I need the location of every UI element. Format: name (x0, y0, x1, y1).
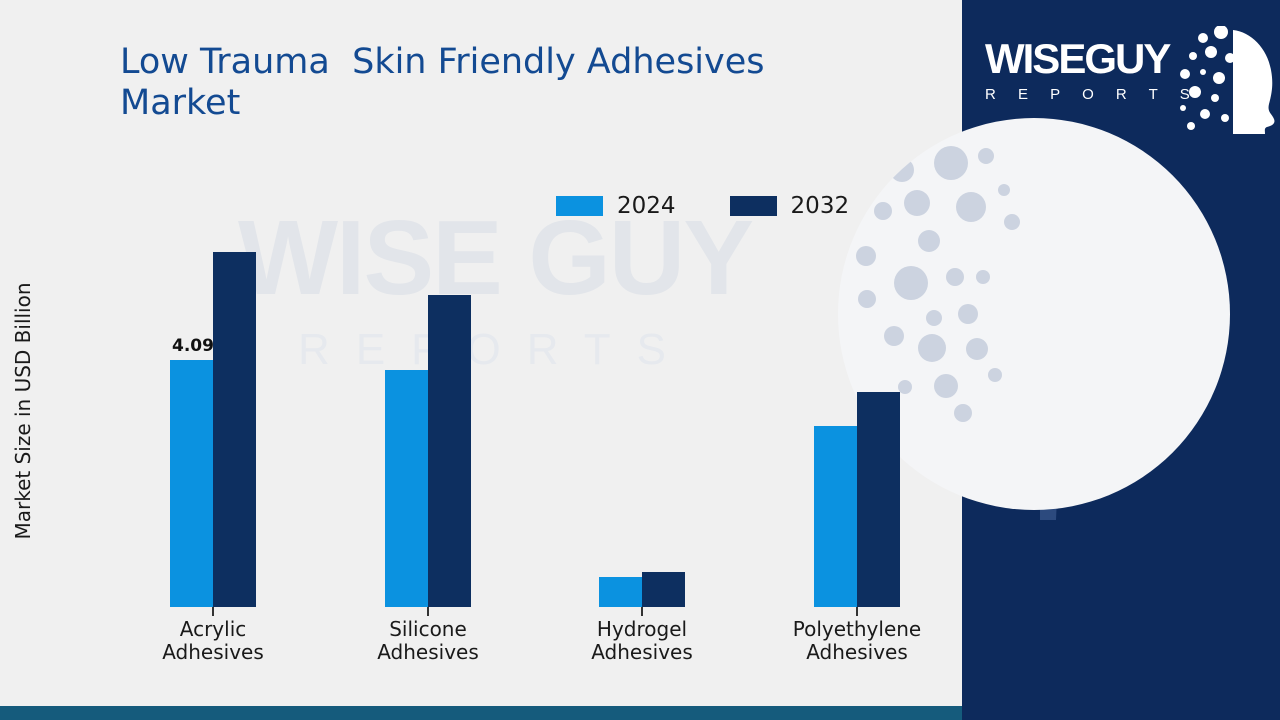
legend-label-2024: 2024 (617, 193, 676, 219)
bar-group-acrylic: 4.09 Acrylic Adhesives (162, 226, 264, 664)
legend-item-2032[interactable]: 2032 (729, 193, 850, 219)
bar-value-2024-acrylic: 4.09 (172, 336, 214, 356)
chart-container: Market Size in USD Billion 2024 2032 4.0… (11, 193, 938, 664)
logo-tagline: R E P O R T S (985, 86, 1199, 103)
chart-legend: 2024 2032 (556, 193, 849, 219)
axis-tick-polyethylene (856, 607, 858, 616)
legend-item-2024[interactable]: 2024 (556, 193, 676, 219)
y-axis-label: Market Size in USD Billion (11, 282, 35, 540)
legend-label-2032: 2032 (790, 193, 850, 219)
category-label-hydrogel: Hydrogel Adhesives (591, 617, 693, 664)
logo-wordmark: WISEGUY (985, 35, 1171, 82)
legend-swatch-2024 (556, 196, 603, 216)
bar-group-hydrogel: Hydrogel Adhesives (591, 226, 693, 664)
axis-tick-silicone (427, 607, 429, 616)
bar-group-silicone: Silicone Adhesives (377, 226, 479, 664)
axis-tick-hydrogel (641, 607, 643, 616)
decorative-dot-cluster (838, 118, 1230, 510)
axis-tick-acrylic (212, 607, 214, 616)
background-left (0, 0, 962, 706)
logo-head-dots-icon (1180, 26, 1275, 134)
page-title: Low Trauma Skin Friendly Adhesives Marke… (120, 42, 765, 124)
chart-plot-area: 4.09 Acrylic Adhesives Silicone Adhesive… (98, 226, 938, 664)
bar-2032-acrylic[interactable] (213, 252, 256, 607)
bar-2024-acrylic[interactable] (170, 360, 213, 607)
bar-2032-silicone[interactable] (428, 295, 471, 607)
bar-2024-polyethylene[interactable] (814, 426, 857, 607)
bar-2032-hydrogel[interactable] (642, 572, 685, 607)
bar-2024-silicone[interactable] (385, 370, 428, 607)
bar-2032-polyethylene[interactable] (857, 392, 900, 607)
decorative-circle (838, 118, 1230, 510)
legend-swatch-2032 (729, 196, 777, 216)
bar-2024-hydrogel[interactable] (599, 577, 642, 607)
bottom-accent-strip (0, 706, 962, 720)
category-label-polyethylene: Polyethylene Adhesives (792, 617, 922, 664)
brand-logo: WISEGUY R E P O R T S (985, 26, 1275, 134)
category-label-silicone: Silicone Adhesives (377, 617, 479, 664)
bar-group-polyethylene: Polyethylene Adhesives (793, 226, 921, 664)
category-label-acrylic: Acrylic Adhesives (162, 617, 264, 664)
